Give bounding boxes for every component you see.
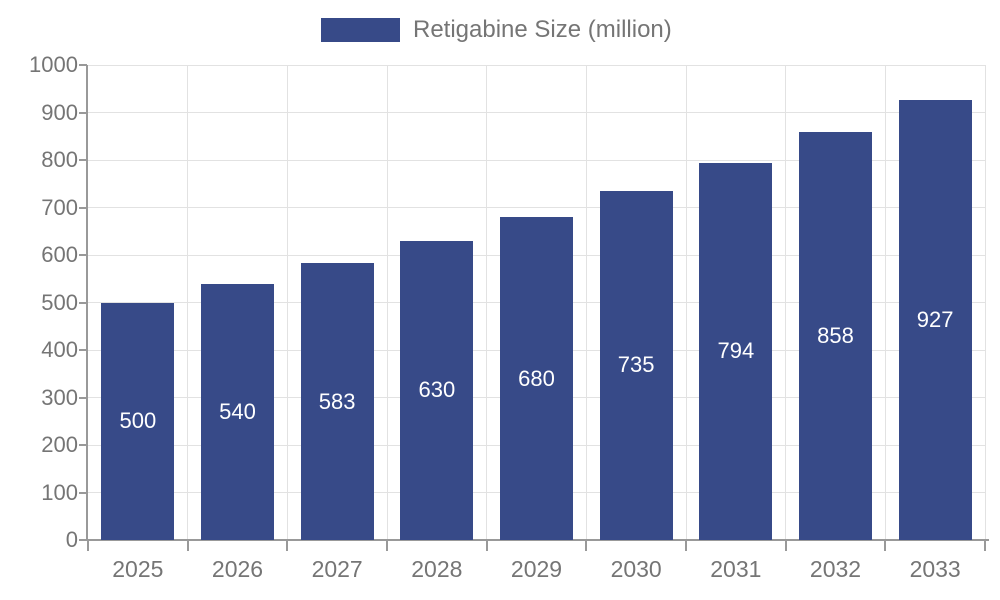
x-axis-tick-label: 2033	[909, 556, 961, 582]
y-axis-line	[86, 65, 88, 540]
y-gridline	[88, 159, 985, 161]
legend-swatch-icon	[321, 18, 400, 42]
x-axis-tick-label: 2031	[710, 556, 762, 582]
y-axis-tick	[79, 254, 87, 256]
bar-2030[interactable]	[599, 190, 673, 540]
y-axis-tick	[79, 444, 87, 446]
x-axis-tick	[186, 540, 189, 551]
y-axis-tick-label: 300	[41, 384, 78, 410]
x-axis-tick	[286, 540, 289, 551]
bar-2026[interactable]	[201, 283, 274, 540]
x-gridline	[685, 65, 687, 540]
y-axis-tick	[79, 349, 87, 351]
x-axis-tick	[685, 540, 687, 551]
x-gridline	[286, 65, 288, 540]
x-axis-tick-label: 2027	[311, 556, 363, 582]
x-axis-tick-label: 2032	[809, 556, 862, 582]
x-gridline	[984, 65, 986, 540]
y-axis-tick	[79, 206, 87, 209]
bar-2032[interactable]	[799, 132, 872, 540]
x-gridline	[785, 65, 787, 540]
x-axis-tick	[784, 540, 787, 551]
x-gridline	[884, 65, 886, 540]
y-axis-tick-label: 800	[41, 147, 78, 172]
bar-2025[interactable]	[101, 302, 175, 540]
y-axis-tick-label: 600	[41, 242, 78, 267]
x-axis-tick	[984, 540, 986, 551]
bar-2029[interactable]	[500, 217, 573, 540]
bar-2033[interactable]	[898, 99, 972, 540]
y-axis-tick	[79, 491, 87, 494]
x-axis-tick-label: 2028	[411, 556, 463, 582]
x-axis-tick	[884, 540, 887, 551]
legend[interactable]: Retigabine Size (million)	[321, 15, 672, 45]
y-axis-tick-label: 900	[41, 99, 78, 125]
bar-value-label: 794	[717, 338, 755, 364]
x-axis-tick	[485, 540, 488, 551]
y-axis-tick-label: 200	[41, 432, 78, 457]
bar-value-label: 858	[817, 323, 854, 349]
y-axis-tick-label: 1000	[29, 52, 78, 77]
x-gridline	[585, 65, 587, 540]
x-gridline	[386, 65, 388, 540]
bar-2028[interactable]	[400, 240, 474, 540]
x-gridline	[486, 65, 488, 540]
x-gridline	[187, 65, 189, 540]
bar-value-label: 735	[617, 352, 655, 378]
bar-value-label: 583	[318, 388, 356, 414]
bar-value-label: 540	[219, 398, 256, 424]
y-axis-tick	[79, 64, 87, 66]
bar-value-label: 500	[119, 408, 157, 434]
x-axis-tick-label: 2029	[510, 556, 563, 582]
y-axis-tick-label: 500	[41, 289, 78, 315]
legend-label: Retigabine Size (million)	[413, 16, 672, 43]
x-axis-line	[79, 539, 989, 541]
bar-2031[interactable]	[699, 162, 773, 540]
y-gridline	[88, 112, 985, 113]
bar-value-label: 630	[418, 377, 456, 403]
x-axis-tick-label: 2030	[610, 556, 662, 582]
y-axis-tick	[79, 301, 87, 304]
y-axis-tick	[79, 159, 87, 161]
bar-value-label: 680	[518, 365, 555, 391]
y-axis-tick-label: 700	[41, 194, 78, 220]
x-axis-tick	[585, 540, 588, 551]
y-gridline	[88, 207, 985, 208]
y-axis-tick	[79, 396, 87, 399]
x-axis-tick	[386, 540, 388, 551]
y-axis-tick	[79, 111, 87, 114]
y-axis-tick-label: 100	[41, 479, 78, 505]
y-axis-tick-label: 0	[65, 527, 78, 552]
y-gridline	[88, 64, 985, 66]
bar-2027[interactable]	[300, 263, 374, 540]
x-axis-tick-label: 2026	[211, 556, 264, 582]
x-axis-tick-label: 2025	[112, 556, 164, 582]
x-axis-tick	[87, 540, 89, 551]
bar-value-label: 927	[916, 306, 954, 332]
y-axis-tick-label: 400	[41, 337, 78, 362]
